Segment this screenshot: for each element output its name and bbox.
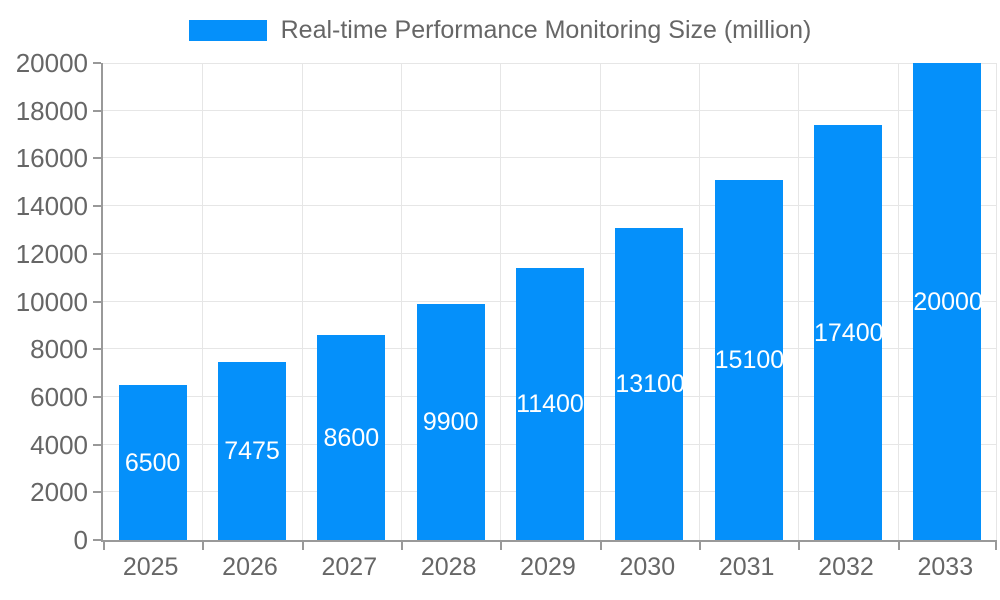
y-axis-label: 2000 bbox=[30, 477, 88, 508]
x-axis-tick bbox=[897, 542, 900, 550]
bar-value-label: 11400 bbox=[516, 390, 584, 418]
y-axis-label: 20000 bbox=[15, 48, 88, 78]
y-axis-tick bbox=[93, 300, 101, 303]
gridline-x bbox=[699, 63, 700, 540]
bar-2026: 7475 bbox=[218, 362, 286, 540]
y-axis-tick bbox=[93, 395, 101, 398]
x-axis-tick bbox=[699, 542, 701, 550]
bar-2030: 13100 bbox=[615, 228, 685, 540]
bar-2031: 15100 bbox=[714, 180, 785, 540]
gridline-x bbox=[401, 63, 402, 540]
gridline-y bbox=[103, 157, 997, 159]
y-axis-label: 6000 bbox=[30, 381, 88, 412]
legend-swatch bbox=[188, 20, 267, 41]
y-axis-label: 12000 bbox=[15, 238, 88, 269]
y-axis-tick bbox=[93, 443, 101, 446]
y-axis-tick bbox=[93, 539, 101, 541]
bar-2032: 17400 bbox=[814, 125, 884, 540]
gridline-x bbox=[897, 63, 899, 540]
x-axis-label: 2029 bbox=[520, 553, 576, 581]
x-axis-tick bbox=[301, 542, 304, 550]
x-axis-tick bbox=[401, 542, 403, 550]
y-axis-tick bbox=[93, 157, 101, 160]
y-axis-tick bbox=[93, 491, 101, 494]
gridline-x bbox=[202, 63, 204, 540]
x-axis-tick bbox=[500, 542, 503, 550]
bar-value-label: 6500 bbox=[124, 448, 181, 477]
x-axis-label: 2028 bbox=[420, 553, 477, 581]
bar-value-label: 20000 bbox=[913, 287, 983, 316]
bar-2027: 8600 bbox=[317, 335, 386, 540]
bar-value-label: 7475 bbox=[224, 437, 280, 465]
x-axis-label: 2027 bbox=[321, 553, 378, 581]
bar-value-label: 17400 bbox=[814, 318, 884, 347]
gridline-y bbox=[103, 63, 997, 64]
bar-value-label: 15100 bbox=[714, 346, 785, 374]
x-axis-tick bbox=[202, 542, 205, 550]
gridline-x bbox=[798, 63, 800, 540]
bar-value-label: 9900 bbox=[422, 408, 479, 436]
y-axis-tick bbox=[93, 62, 101, 64]
x-axis-label: 2031 bbox=[718, 553, 775, 581]
gridline-x bbox=[996, 63, 997, 540]
bar-value-label: 8600 bbox=[323, 423, 380, 452]
x-axis-label: 2025 bbox=[122, 553, 179, 581]
gridline-y bbox=[103, 252, 997, 254]
y-axis-label: 14000 bbox=[15, 191, 88, 222]
y-axis-label: 8000 bbox=[30, 334, 88, 365]
y-axis-label: 0 bbox=[73, 525, 88, 555]
legend-label: Real-time Performance Monitoring Size (m… bbox=[280, 16, 812, 44]
x-axis-tick bbox=[995, 542, 997, 550]
plot-area: 6500 7475 8600 9900 11400 13100 15100 17400 2000… bbox=[93, 62, 997, 550]
x-axis-label: 2033 bbox=[917, 553, 974, 581]
gridline-x bbox=[599, 63, 601, 540]
y-axis-label: 16000 bbox=[15, 143, 88, 174]
bar-2029: 11400 bbox=[516, 268, 584, 540]
legend[interactable]: Real-time Performance Monitoring Size (m… bbox=[0, 16, 1000, 45]
y-axis-label: 18000 bbox=[15, 95, 88, 126]
bar-2025: 6500 bbox=[118, 385, 187, 540]
y-axis-label: 4000 bbox=[30, 429, 88, 460]
x-axis-tick bbox=[103, 542, 105, 550]
y-axis-label: 10000 bbox=[15, 286, 88, 317]
bar-value-label: 13100 bbox=[615, 370, 685, 398]
gridline-y bbox=[103, 205, 997, 207]
x-axis-label: 2032 bbox=[818, 553, 874, 581]
bar-2033: 20000 bbox=[913, 63, 983, 540]
x-axis-tick bbox=[798, 542, 801, 550]
x-axis-label: 2030 bbox=[619, 553, 676, 581]
gridline-x bbox=[500, 63, 502, 540]
gridline-y bbox=[103, 109, 997, 111]
y-axis-tick bbox=[93, 252, 101, 255]
y-axis-tick bbox=[93, 205, 101, 208]
y-axis-tick bbox=[93, 348, 101, 351]
x-axis-tick bbox=[599, 542, 602, 550]
x-axis-label: 2026 bbox=[222, 553, 278, 581]
y-axis-tick bbox=[93, 109, 101, 112]
gridline-x bbox=[301, 63, 303, 540]
bar-2028: 9900 bbox=[416, 304, 485, 540]
